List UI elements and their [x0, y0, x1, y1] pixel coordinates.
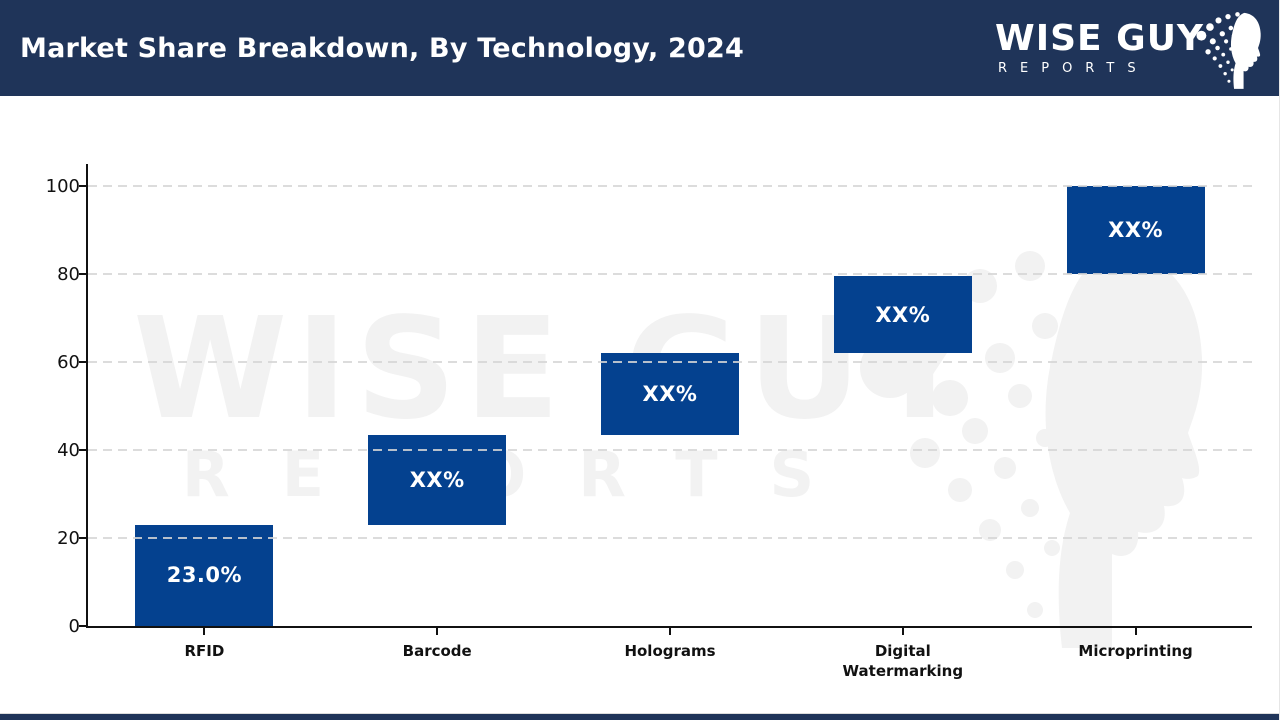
- bar-value-label: XX%: [642, 381, 698, 406]
- x-tick-mark: [669, 628, 671, 635]
- bar-microprinting: XX%: [1066, 186, 1205, 274]
- x-category-label: RFID: [184, 642, 225, 660]
- logo-head-icon: [1196, 12, 1261, 89]
- gridline: [88, 361, 1252, 363]
- plot-area: 0 20 40 60 80 100 23.0% RFID XX% Barcode XX% Hologr…: [46, 164, 1252, 680]
- y-tick-label: 100: [45, 176, 80, 197]
- gridline: [88, 273, 1252, 275]
- y-tick-mark: [79, 273, 86, 275]
- wise-guy-logo: WISE GUY REPORTS: [995, 6, 1266, 90]
- logo-reports-text: REPORTS: [997, 60, 1149, 76]
- x-tick-mark: [1134, 628, 1137, 635]
- bar-digital-watermarking: XX%: [833, 276, 972, 354]
- x-tick-mark: [901, 628, 904, 635]
- y-tick-label: 0: [68, 616, 80, 637]
- y-tick-label: 80: [57, 264, 80, 285]
- x-tick-mark: [436, 628, 439, 635]
- logo-wiseguy-text: WISE GUY: [994, 17, 1204, 59]
- footer-band: [0, 713, 1279, 720]
- y-tick-label: 20: [57, 528, 80, 549]
- bar-value-label: XX%: [409, 467, 465, 492]
- watermark-wiseguy-text: WISE GUY: [133, 288, 979, 451]
- y-tick-label: 40: [57, 440, 80, 461]
- y-tick-mark: [79, 185, 86, 187]
- x-category-label: Holograms: [624, 642, 716, 660]
- y-tick-mark: [79, 537, 86, 539]
- x-category-label: Barcode: [402, 642, 472, 660]
- x-tick-mark: [203, 628, 206, 635]
- y-tick-label: 60: [57, 352, 80, 373]
- gridline: [88, 185, 1252, 187]
- bar-value-label: 23.0%: [166, 563, 243, 588]
- header-band: Market Share Breakdown, By Technology, 2…: [0, 0, 1279, 96]
- y-axis-line: [86, 164, 88, 628]
- gridline: [88, 449, 1252, 451]
- bar-value-label: XX%: [875, 302, 931, 327]
- y-tick-mark: [79, 625, 86, 627]
- bar-holograms: XX%: [601, 353, 739, 435]
- y-tick-mark: [79, 361, 86, 363]
- x-axis-line: [86, 626, 1252, 628]
- logo-text: WISE GUY REPORTS: [994, 17, 1204, 76]
- x-category-label: Digital Watermarking: [842, 642, 964, 681]
- gridline: [88, 537, 1252, 539]
- bar-rfid: 23.0%: [135, 524, 274, 626]
- chart-title: Market Share Breakdown, By Technology, 2…: [20, 32, 745, 64]
- x-category-label: Microprinting: [1078, 642, 1193, 660]
- y-tick-mark: [79, 449, 86, 451]
- bar-value-label: XX%: [1108, 218, 1164, 242]
